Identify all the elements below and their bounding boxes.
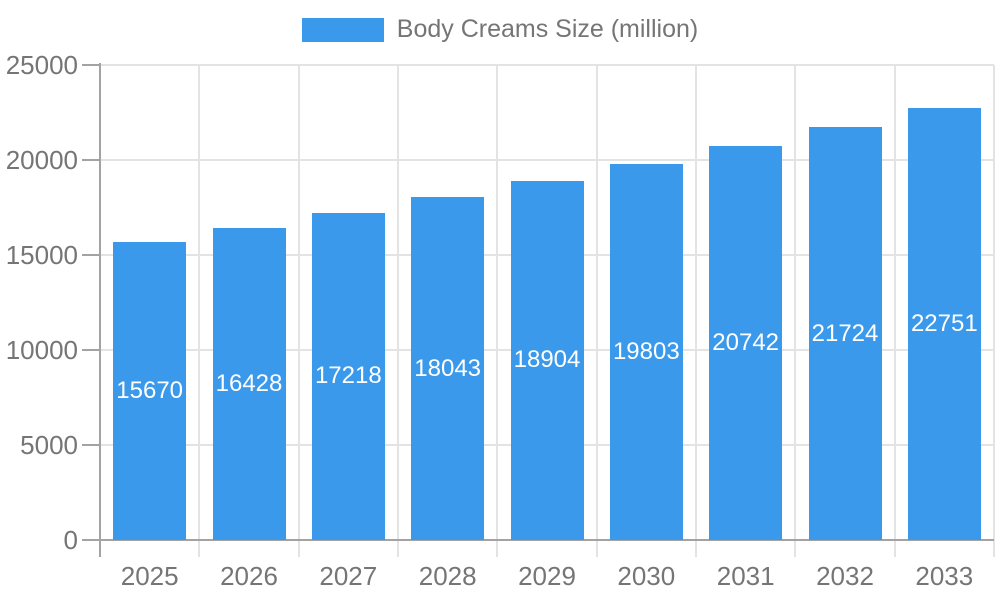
x-tick-label: 2028 (418, 561, 477, 591)
x-tick-label: 2029 (518, 561, 576, 591)
v-gridline (794, 65, 797, 557)
y-axis-tick (82, 444, 100, 446)
legend[interactable]: Body Creams Size (million) (0, 17, 1000, 42)
y-axis-line (99, 63, 101, 557)
y-axis-tick (82, 64, 100, 66)
v-gridline (695, 65, 697, 557)
y-tick-label: 15000 (5, 240, 78, 270)
h-gridline (100, 64, 994, 66)
legend-label: Body Creams Size (million) (396, 15, 699, 43)
legend-swatch (301, 17, 384, 42)
y-axis-tick (82, 349, 100, 351)
x-tick-label: 2027 (319, 561, 378, 591)
v-gridline (397, 65, 399, 557)
x-tick-label: 2031 (716, 561, 775, 591)
v-gridline (198, 65, 201, 557)
x-tick-label: 2025 (120, 561, 179, 591)
y-tick-label: 25000 (5, 50, 78, 80)
v-gridline (595, 65, 598, 557)
y-axis-tick (82, 159, 100, 161)
bar[interactable] (609, 163, 683, 540)
bar[interactable] (212, 227, 286, 540)
v-gridline (297, 65, 300, 557)
x-tick-label: 2030 (617, 561, 676, 591)
bar[interactable] (113, 242, 187, 540)
h-gridline (100, 159, 994, 161)
x-tick-label: 2032 (816, 561, 874, 591)
y-axis-tick (82, 254, 100, 256)
y-axis-tick (82, 539, 100, 541)
bar[interactable] (907, 107, 981, 540)
v-gridline (893, 65, 896, 557)
bar[interactable] (311, 212, 385, 540)
x-tick-label: 2033 (915, 561, 974, 591)
bar[interactable] (808, 127, 882, 540)
x-tick-label: 2026 (220, 561, 278, 591)
y-tick-label: 5000 (20, 430, 78, 460)
y-tick-label: 20000 (5, 145, 78, 175)
bar[interactable] (510, 180, 584, 540)
v-gridline (496, 65, 499, 557)
y-tick-label: 10000 (5, 335, 78, 365)
y-tick-label: 0 (63, 525, 78, 555)
bar[interactable] (709, 145, 783, 540)
bar[interactable] (411, 197, 485, 540)
v-gridline (993, 65, 995, 557)
x-axis-line (100, 539, 994, 541)
